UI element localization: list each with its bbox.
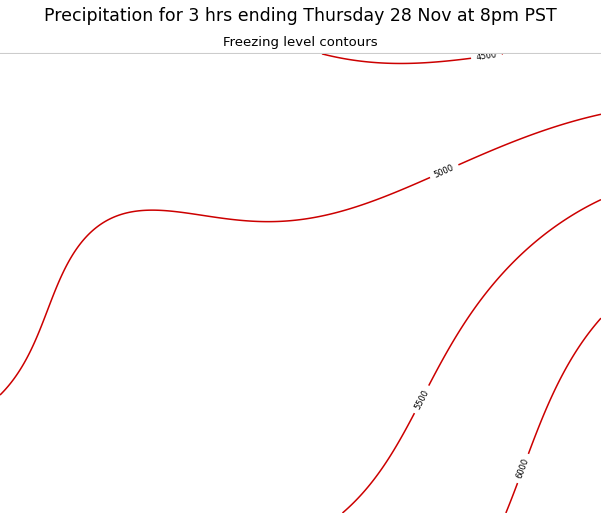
Text: Freezing level contours: Freezing level contours	[223, 35, 378, 49]
Text: 6000: 6000	[515, 457, 531, 480]
Text: 5000: 5000	[433, 163, 456, 180]
Text: Precipitation for 3 hrs ending Thursday 28 Nov at 8pm PST: Precipitation for 3 hrs ending Thursday …	[44, 7, 557, 25]
Text: 5500: 5500	[413, 388, 430, 411]
Text: 4500: 4500	[475, 50, 498, 62]
